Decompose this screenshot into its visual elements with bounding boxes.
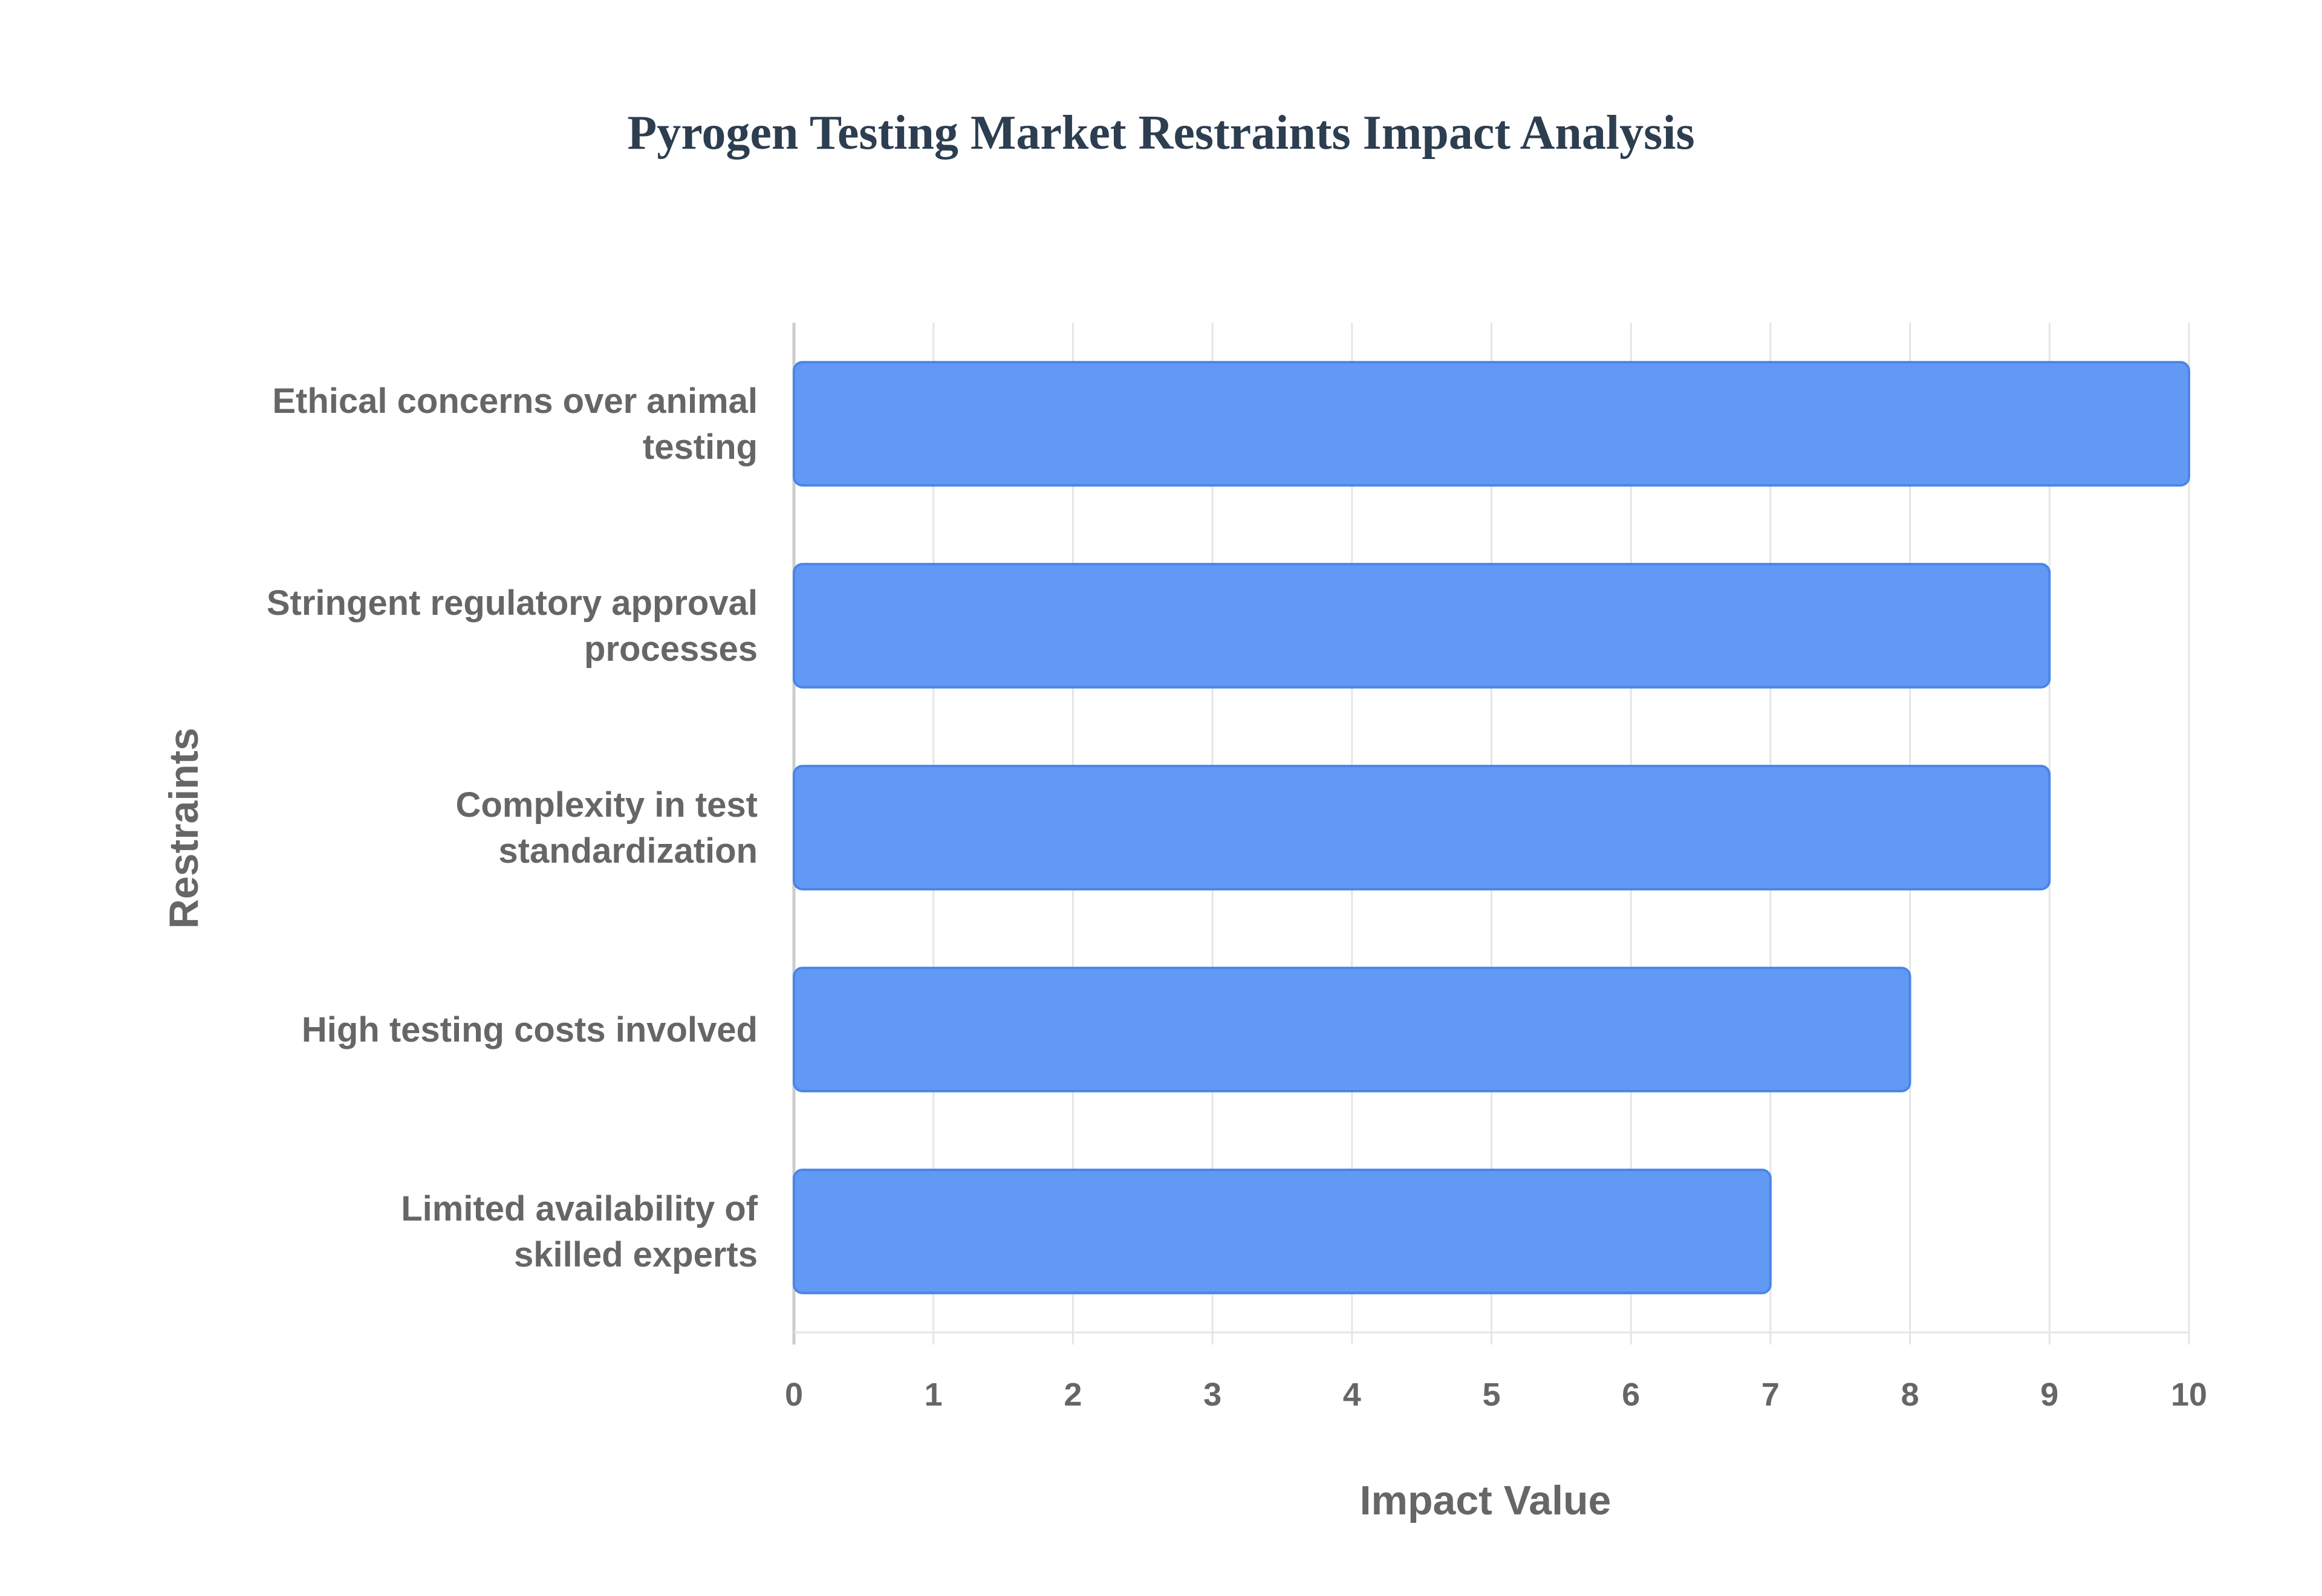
category-label: skilled experts bbox=[514, 1235, 758, 1274]
x-tick-label: 8 bbox=[1901, 1377, 1919, 1413]
category-label: standardization bbox=[498, 831, 758, 871]
category-label: Ethical concerns over animal bbox=[272, 381, 758, 421]
category-label: Limited availability of bbox=[401, 1189, 758, 1228]
x-tick-label: 4 bbox=[1343, 1377, 1361, 1413]
category-label: processes bbox=[584, 629, 758, 669]
bar bbox=[793, 361, 2190, 487]
x-axis-title: Impact Value bbox=[1360, 1478, 1611, 1523]
category-label: High testing costs involved bbox=[302, 1010, 758, 1049]
bar bbox=[793, 765, 2051, 890]
bar bbox=[793, 967, 1911, 1092]
x-tick-label: 7 bbox=[1761, 1377, 1780, 1413]
category-label: Stringent regulatory approval bbox=[267, 583, 758, 623]
x-tick-label: 5 bbox=[1482, 1377, 1500, 1413]
chart-title: Pyrogen Testing Market Restraints Impact… bbox=[627, 106, 1695, 160]
y-axis-title: Restraints bbox=[161, 728, 207, 929]
x-tick-label: 9 bbox=[2040, 1377, 2058, 1413]
x-tick-label: 2 bbox=[1064, 1377, 1082, 1413]
category-label: Complexity in test bbox=[455, 785, 758, 825]
x-tick-label: 10 bbox=[2171, 1377, 2207, 1413]
bar bbox=[793, 563, 2051, 689]
x-tick-label: 3 bbox=[1203, 1377, 1221, 1413]
x-tick-label: 6 bbox=[1622, 1377, 1640, 1413]
x-tick-label: 0 bbox=[785, 1377, 803, 1413]
category-label: testing bbox=[643, 427, 758, 467]
x-tick-label: 1 bbox=[925, 1377, 943, 1413]
bar bbox=[793, 1169, 1772, 1294]
